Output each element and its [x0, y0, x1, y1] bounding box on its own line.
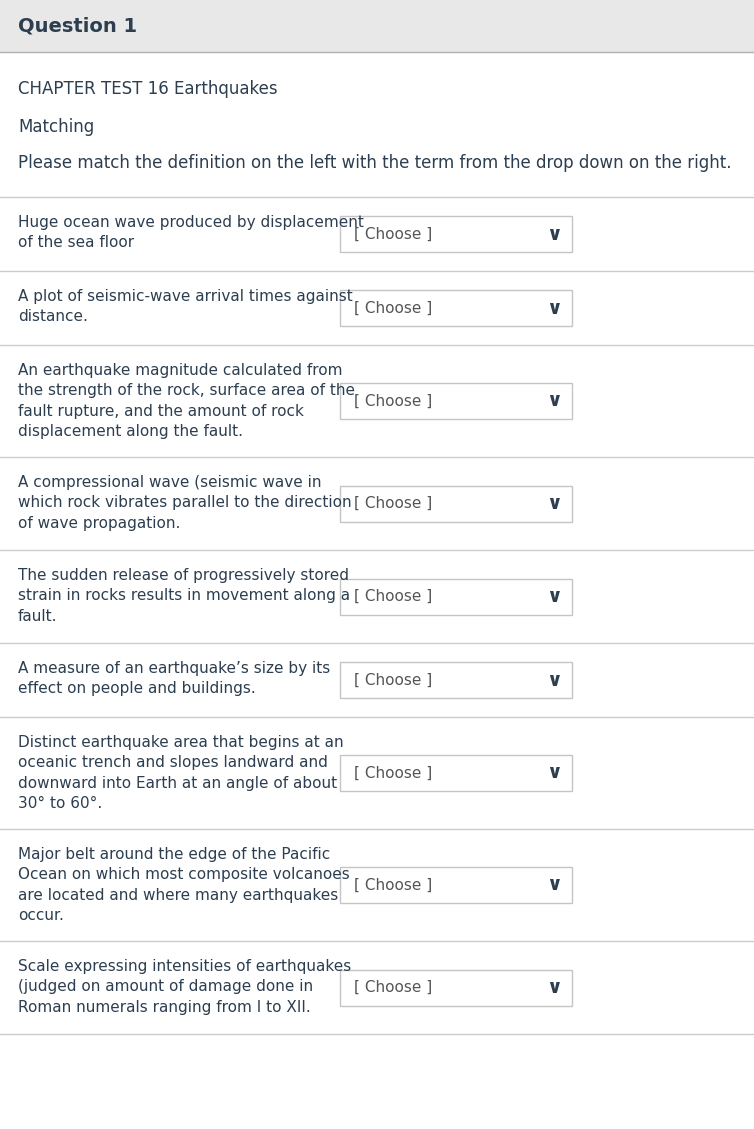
Text: CHAPTER TEST 16 Earthquakes: CHAPTER TEST 16 Earthquakes — [18, 80, 277, 98]
Text: Question 1: Question 1 — [18, 17, 137, 35]
Text: [ Choose ]: [ Choose ] — [354, 589, 432, 604]
FancyBboxPatch shape — [340, 662, 572, 698]
FancyBboxPatch shape — [340, 485, 572, 522]
FancyBboxPatch shape — [340, 578, 572, 614]
Text: [ Choose ]: [ Choose ] — [354, 394, 432, 409]
Text: [ Choose ]: [ Choose ] — [354, 227, 432, 242]
Text: A plot of seismic-wave arrival times against
distance.: A plot of seismic-wave arrival times aga… — [18, 289, 353, 324]
FancyBboxPatch shape — [340, 290, 572, 326]
Text: ∨: ∨ — [546, 978, 562, 997]
Text: ∨: ∨ — [546, 495, 562, 513]
Text: [ Choose ]: [ Choose ] — [354, 877, 432, 893]
FancyBboxPatch shape — [340, 970, 572, 1006]
Text: [ Choose ]: [ Choose ] — [354, 300, 432, 315]
Text: ∨: ∨ — [546, 671, 562, 690]
Text: The sudden release of progressively stored
strain in rocks results in movement a: The sudden release of progressively stor… — [18, 568, 350, 624]
Text: Scale expressing intensities of earthquakes
(judged on amount of damage done in
: Scale expressing intensities of earthqua… — [18, 959, 351, 1015]
Text: Huge ocean wave produced by displacement
of the sea floor: Huge ocean wave produced by displacement… — [18, 215, 364, 251]
Text: A compressional wave (seismic wave in
which rock vibrates parallel to the direct: A compressional wave (seismic wave in wh… — [18, 475, 351, 531]
Bar — [0, 0, 754, 52]
Text: ∨: ∨ — [546, 392, 562, 411]
Text: Major belt around the edge of the Pacific
Ocean on which most composite volcanoe: Major belt around the edge of the Pacifi… — [18, 847, 350, 924]
Text: Distinct earthquake area that begins at an
oceanic trench and slopes landward an: Distinct earthquake area that begins at … — [18, 735, 344, 812]
Text: ∨: ∨ — [546, 298, 562, 317]
FancyBboxPatch shape — [340, 755, 572, 791]
Text: ∨: ∨ — [546, 225, 562, 244]
Text: [ Choose ]: [ Choose ] — [354, 496, 432, 511]
FancyBboxPatch shape — [340, 216, 572, 252]
Text: ∨: ∨ — [546, 763, 562, 782]
Text: A measure of an earthquake’s size by its
effect on people and buildings.: A measure of an earthquake’s size by its… — [18, 660, 330, 697]
Text: Please match the definition on the left with the term from the drop down on the : Please match the definition on the left … — [18, 154, 731, 172]
Text: [ Choose ]: [ Choose ] — [354, 980, 432, 995]
Text: ∨: ∨ — [546, 875, 562, 894]
Text: An earthquake magnitude calculated from
the strength of the rock, surface area o: An earthquake magnitude calculated from … — [18, 364, 355, 439]
FancyBboxPatch shape — [340, 867, 572, 903]
Text: [ Choose ]: [ Choose ] — [354, 673, 432, 688]
FancyBboxPatch shape — [340, 383, 572, 419]
Text: ∨: ∨ — [546, 587, 562, 606]
Text: Matching: Matching — [18, 119, 94, 135]
Text: [ Choose ]: [ Choose ] — [354, 765, 432, 780]
